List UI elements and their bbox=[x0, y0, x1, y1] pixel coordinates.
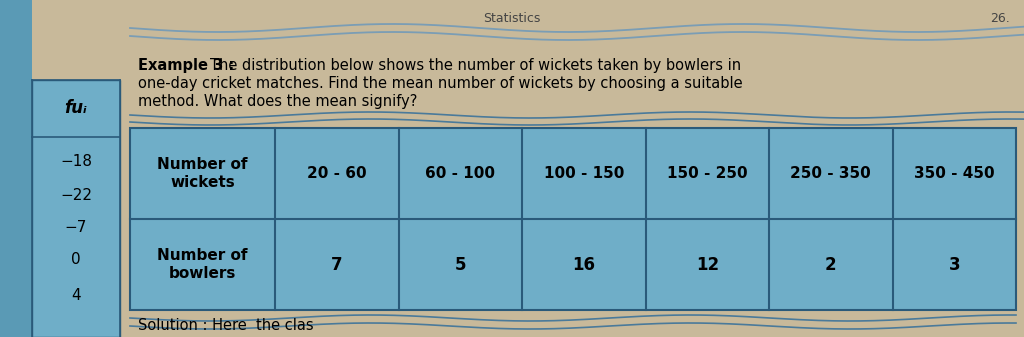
Text: Statistics: Statistics bbox=[483, 12, 541, 25]
Bar bbox=[130, 128, 1016, 310]
Text: Example 3 :: Example 3 : bbox=[138, 58, 240, 73]
Text: 0: 0 bbox=[72, 252, 81, 268]
Text: 12: 12 bbox=[695, 255, 719, 274]
Bar bbox=[0, 0, 32, 337]
Text: −22: −22 bbox=[60, 188, 92, 204]
Text: Number of
bowlers: Number of bowlers bbox=[158, 248, 248, 281]
Text: Solution : Here  the clas: Solution : Here the clas bbox=[138, 318, 313, 334]
Text: 26.: 26. bbox=[990, 12, 1010, 25]
Text: 250 - 350: 250 - 350 bbox=[791, 166, 871, 181]
Text: 5: 5 bbox=[455, 255, 466, 274]
Text: fuᵢ: fuᵢ bbox=[65, 99, 87, 117]
Text: 350 - 450: 350 - 450 bbox=[914, 166, 994, 181]
Text: 20 - 60: 20 - 60 bbox=[307, 166, 367, 181]
Text: 7: 7 bbox=[331, 255, 343, 274]
Text: 16: 16 bbox=[572, 255, 595, 274]
Text: 4: 4 bbox=[72, 287, 81, 303]
Text: 60 - 100: 60 - 100 bbox=[425, 166, 496, 181]
Text: −18: −18 bbox=[60, 154, 92, 170]
Text: method. What does the mean signify?: method. What does the mean signify? bbox=[138, 94, 418, 109]
Text: The distribution below shows the number of wickets taken by bowlers in: The distribution below shows the number … bbox=[210, 58, 741, 73]
Text: Number of
wickets: Number of wickets bbox=[158, 157, 248, 190]
Text: −7: −7 bbox=[65, 220, 87, 236]
Text: 150 - 250: 150 - 250 bbox=[667, 166, 748, 181]
Text: 3: 3 bbox=[948, 255, 961, 274]
Text: 100 - 150: 100 - 150 bbox=[544, 166, 624, 181]
Bar bbox=[32, 80, 120, 337]
Text: one-day cricket matches. Find the mean number of wickets by choosing a suitable: one-day cricket matches. Find the mean n… bbox=[138, 76, 742, 91]
Text: 2: 2 bbox=[825, 255, 837, 274]
